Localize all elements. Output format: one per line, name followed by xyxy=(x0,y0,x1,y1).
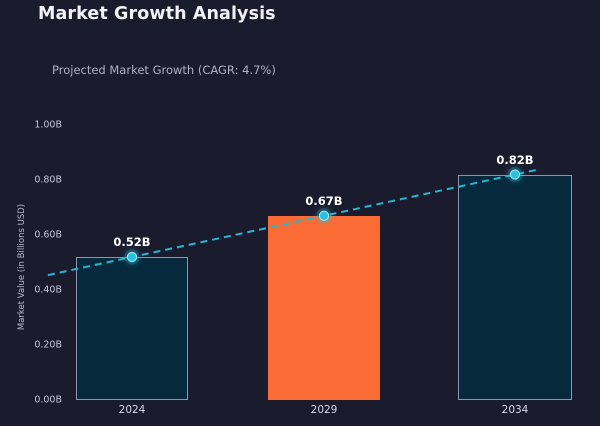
x-tick-label-2024: 2024 xyxy=(118,404,146,416)
bar-2034[interactable] xyxy=(458,174,572,400)
chart-subtitle: Projected Market Growth (CAGR: 4.7%) xyxy=(52,63,276,77)
x-tick-label-2029: 2029 xyxy=(310,404,338,416)
value-label-2029: 0.67B xyxy=(305,193,343,208)
bar-2024[interactable] xyxy=(76,257,188,400)
value-label-2024: 0.52B xyxy=(113,235,151,249)
y-tick-label: 0.40B xyxy=(34,284,62,296)
value-label-2034: 0.82B xyxy=(496,152,534,167)
chart-title: Market Growth Analysis xyxy=(38,4,276,24)
x-tick-label-2034: 2034 xyxy=(501,404,529,416)
y-tick-label: 1.00B xyxy=(34,119,62,131)
y-tick-label: 0.20B xyxy=(34,339,62,351)
bar-2029[interactable] xyxy=(268,215,380,400)
y-tick-label: 0.00B xyxy=(34,394,62,406)
